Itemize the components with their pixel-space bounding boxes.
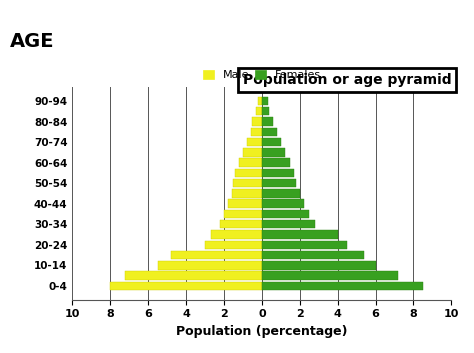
Bar	[243, 148, 262, 157]
Text: AGE: AGE	[9, 32, 54, 51]
Bar	[262, 199, 303, 208]
Bar	[110, 282, 262, 290]
Bar	[262, 189, 300, 198]
Bar	[262, 127, 277, 136]
Bar	[262, 148, 284, 157]
Bar	[262, 230, 337, 239]
Bar	[220, 220, 262, 228]
Bar	[262, 97, 267, 105]
Bar	[262, 240, 347, 249]
Bar	[262, 271, 398, 280]
Bar	[262, 251, 364, 259]
Bar	[262, 117, 273, 126]
Bar	[228, 199, 262, 208]
Bar	[256, 107, 262, 115]
Bar	[126, 271, 262, 280]
Bar	[262, 138, 281, 146]
Bar	[171, 251, 262, 259]
Bar	[211, 230, 262, 239]
Bar	[224, 210, 262, 218]
Bar	[234, 179, 262, 187]
Bar	[232, 189, 262, 198]
Bar	[251, 127, 262, 136]
Bar	[262, 158, 290, 167]
Bar	[262, 282, 423, 290]
Bar	[253, 117, 262, 126]
Bar	[205, 240, 262, 249]
Text: Population or age pyramid: Population or age pyramid	[243, 73, 451, 87]
Bar	[247, 138, 262, 146]
Bar	[262, 107, 269, 115]
Bar	[258, 97, 262, 105]
Bar	[262, 179, 296, 187]
Bar	[239, 158, 262, 167]
Bar	[262, 220, 315, 228]
Bar	[236, 169, 262, 177]
Legend: Male, Females: Male, Females	[198, 65, 326, 84]
Bar	[262, 210, 309, 218]
Bar	[158, 261, 262, 270]
Bar	[262, 261, 375, 270]
Bar	[262, 169, 294, 177]
X-axis label: Population (percentage): Population (percentage)	[176, 325, 347, 338]
